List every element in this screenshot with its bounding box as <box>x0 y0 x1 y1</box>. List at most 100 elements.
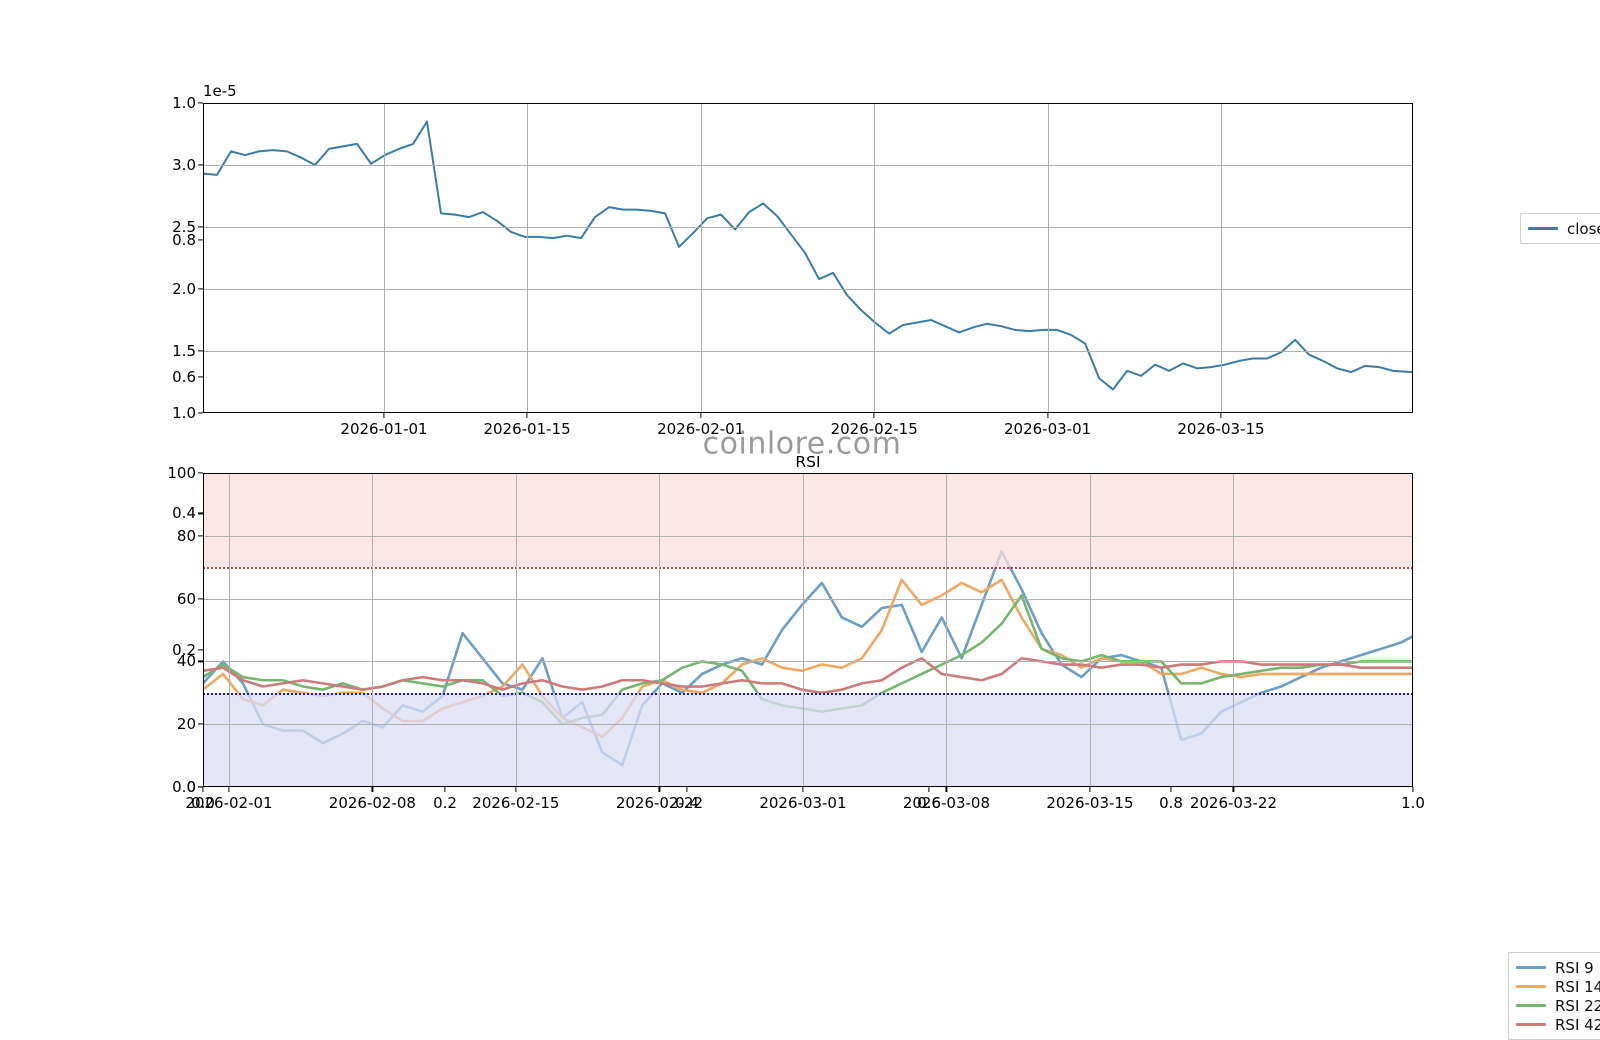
overlay-y-tick-label: 1.0 <box>172 94 196 112</box>
rsi-legend-label: RSI 22 <box>1555 996 1600 1015</box>
gridline-vertical <box>1090 473 1091 787</box>
legend-color-swatch-icon <box>1516 1004 1546 1007</box>
rsi-legend-item[interactable]: RSI 22 <box>1516 996 1600 1015</box>
gridline-vertical <box>384 103 385 413</box>
overlay-x-tick-mark <box>1170 787 1172 792</box>
figure-root: 1e-5 1.0 1.5 2.0 2.5 3.0 2026-01-01 2026-01-1… <box>167 82 1600 1040</box>
gridline-vertical <box>874 103 875 413</box>
overlay-unit-axes: 0.0 0.2 0.4 0.6 0.8 1.0 0.0 0.2 0.4 0.6 0.8 1.0 <box>172 94 1425 812</box>
legend-color-swatch-icon <box>1516 985 1546 988</box>
gridline-vertical <box>229 473 230 787</box>
price-y-tick-mark <box>198 226 203 228</box>
rsi-x-tick-label: 2026-03-22 <box>1189 794 1278 812</box>
rsi-chart-axes: RSI 0 20 40 60 80 100 2026-02-01 2026-02-08 202… <box>167 453 1600 1040</box>
overlay-y-tick-mark <box>198 376 203 378</box>
rsi-x-tick-mark <box>658 787 660 792</box>
overlay-y-tick-mark <box>198 786 203 788</box>
price-line-close <box>203 120 1413 391</box>
rsi-legend-item[interactable]: RSI 42 <box>1516 1015 1600 1034</box>
overlay-x-tick-label: 0.6 <box>917 794 941 812</box>
overlay-x-tick-label: 1.0 <box>1401 794 1425 812</box>
gridline-horizontal <box>203 724 1413 725</box>
gridline-vertical <box>946 473 947 787</box>
rsi-x-tick-label: 2026-03-01 <box>759 794 847 812</box>
price-y-tick-label: 1.5 <box>172 342 196 360</box>
overlay-x-tick-label: 0.0 <box>191 794 215 812</box>
price-legend[interactable]: close <box>1520 213 1600 244</box>
price-x-tick-label: 2026-01-01 <box>340 420 428 438</box>
rsi-x-tick-mark <box>371 787 373 792</box>
gridline-horizontal <box>203 289 1413 290</box>
rsi-legend-label: RSI 14 <box>1555 977 1600 996</box>
rsi-x-tick-label: 2026-02-22 <box>615 794 703 812</box>
coinlore-watermark: coinlore.com <box>702 426 902 462</box>
overlay-x-tick-mark <box>686 787 688 792</box>
price-x-tick-mark <box>526 413 528 418</box>
gridline-vertical <box>659 473 660 787</box>
price-y-tick-mark <box>198 412 203 414</box>
price-x-tick-mark <box>1046 413 1049 418</box>
overlay-x-tick-mark <box>444 787 446 792</box>
overlay-x-tick-label: 0.4 <box>675 794 699 812</box>
price-y-tick-label: 2.5 <box>172 218 196 236</box>
price-legend-label: close <box>1567 219 1600 238</box>
price-x-tick-label: 2026-03-15 <box>1177 420 1265 438</box>
price-x-tick-mark <box>700 413 702 418</box>
price-y-tick-label: 1.0 <box>172 404 196 422</box>
oversold-threshold-line <box>203 692 1413 695</box>
rsi-y-tick-label: 60 <box>176 589 196 608</box>
overlay-x-tick-mark <box>1412 787 1414 792</box>
rsi-legend[interactable]: RSI 9 RSI 14 RSI 22 RSI 42 <box>1508 952 1600 1040</box>
gridline-vertical <box>1048 103 1049 413</box>
rsi-x-tick-label: 2026-03-15 <box>1046 794 1134 812</box>
gridline-horizontal <box>203 227 1413 228</box>
rsi-x-tick-mark <box>228 787 230 792</box>
overlay-x-tick-mark <box>202 787 204 792</box>
rsi-plot-area <box>203 473 1413 787</box>
gridline-horizontal <box>203 351 1413 352</box>
rsi-y-tick-label: 0 <box>186 778 196 796</box>
rsi-x-tick-mark <box>945 787 948 792</box>
rsi-x-tick-mark <box>1089 787 1091 792</box>
overlay-y-tick-label: 0.6 <box>172 367 196 386</box>
rsi-legend-label: RSI 42 <box>1555 1015 1600 1034</box>
gridline-horizontal <box>203 661 1413 662</box>
rsi-y-tick-label: 80 <box>176 526 196 545</box>
price-y-tick-label: 2.0 <box>172 280 196 298</box>
price-y-tick-label: 3.0 <box>172 156 196 174</box>
gridline-vertical <box>1221 103 1222 413</box>
gridline-horizontal <box>203 536 1413 537</box>
overbought-threshold-line <box>203 567 1413 570</box>
price-y-offset-label: 1e-5 <box>203 82 237 100</box>
rsi-x-tick-label: 2026-03-08 <box>902 794 991 812</box>
price-x-tick-label: 2026-02-01 <box>657 420 745 438</box>
overlay-x-tick-mark <box>928 787 930 792</box>
price-y-tick-mark <box>198 288 203 290</box>
price-x-tick-label: 2026-03-01 <box>1003 420 1092 438</box>
price-x-tick-mark <box>1220 413 1222 418</box>
rsi-y-tick-label: 40 <box>176 652 196 671</box>
rsi-y-tick-mark <box>198 660 203 662</box>
price-x-tick-mark <box>873 413 875 418</box>
legend-color-swatch-icon <box>1516 966 1546 969</box>
rsi-y-tick-label: 100 <box>167 464 196 482</box>
rsi-y-tick-mark <box>198 535 203 537</box>
rsi-x-tick-mark <box>1232 787 1235 792</box>
price-plot-area <box>203 103 1413 413</box>
rsi-legend-label: RSI 9 <box>1555 958 1594 977</box>
price-legend-item[interactable]: close <box>1528 219 1600 238</box>
gridline-vertical <box>516 473 517 787</box>
overlay-y-tick-label: 0.0 <box>172 778 196 796</box>
rsi-legend-item[interactable]: RSI 14 <box>1516 977 1600 996</box>
price-y-tick-mark <box>198 164 203 166</box>
overlay-y-tick-mark <box>198 649 203 651</box>
rsi-legend-item[interactable]: RSI 9 <box>1516 958 1600 977</box>
gridline-vertical <box>527 103 528 413</box>
price-series-svg <box>203 120 1413 391</box>
overlay-x-tick-label: 0.2 <box>433 794 457 812</box>
rsi-x-tick-label: 2026-02-15 <box>472 794 560 812</box>
oversold-zone-band <box>203 692 1413 787</box>
gridline-vertical <box>372 473 373 787</box>
overlay-y-tick-label: 0.4 <box>172 504 196 523</box>
rsi-x-tick-mark <box>802 787 804 792</box>
